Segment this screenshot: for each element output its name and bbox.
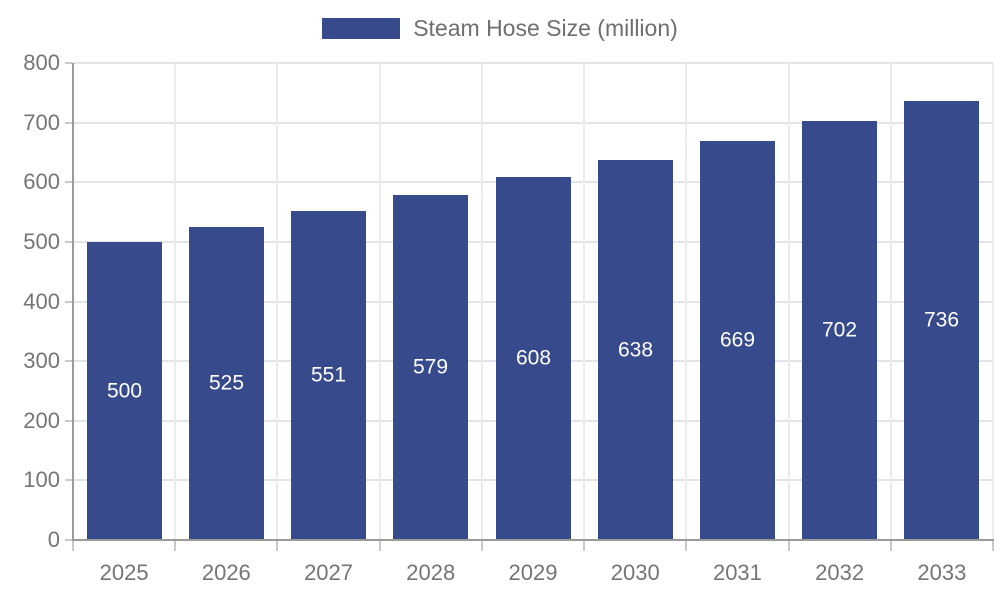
- bar-value-label-2028: 579: [412, 355, 449, 379]
- bar-value-label-2029: 608: [515, 346, 552, 370]
- bar-2032: 702: [802, 121, 877, 539]
- y-axis-tick: [65, 122, 72, 124]
- bar-2030: 638: [598, 160, 673, 539]
- x-axis-tick: [481, 540, 483, 551]
- legend-swatch-icon: [322, 18, 401, 39]
- x-axis-tick: [583, 540, 585, 551]
- bar-2028: 579: [393, 195, 468, 539]
- y-gridline: [73, 122, 993, 124]
- x-axis-tick: [992, 540, 994, 551]
- x-axis-tick-label: 2027: [304, 560, 354, 585]
- bar-value-label-2031: 669: [719, 328, 756, 352]
- x-axis-tick-label: 2029: [508, 560, 558, 585]
- legend-label: Steam Hose Size (million): [413, 15, 678, 41]
- x-axis-tick: [276, 540, 278, 551]
- x-axis-tick: [788, 540, 790, 551]
- bar-2026: 525: [189, 227, 264, 539]
- x-axis-tick-label: 2032: [815, 560, 865, 585]
- bar-2027: 551: [291, 211, 366, 539]
- x-axis-tick-label: 2026: [201, 560, 251, 585]
- bar-2025: 500: [87, 242, 162, 539]
- y-axis-tick: [65, 420, 72, 422]
- y-axis-tick: [65, 301, 72, 303]
- x-gridline: [174, 63, 176, 540]
- y-axis-tick: [65, 539, 72, 541]
- x-gridline: [481, 63, 483, 540]
- x-gridline: [890, 63, 892, 540]
- x-gridline: [685, 63, 687, 540]
- y-axis-tick-label: 200: [23, 408, 60, 433]
- y-axis-tick-label: 500: [23, 229, 60, 254]
- bar-value-label-2026: 525: [208, 371, 245, 395]
- x-gridline: [583, 63, 585, 540]
- chart-legend[interactable]: Steam Hose Size (million): [0, 17, 1000, 40]
- y-axis-tick: [65, 62, 72, 64]
- y-axis-line: [72, 63, 74, 540]
- x-axis-tick-label: 2028: [406, 560, 456, 585]
- bar-2029: 608: [496, 177, 571, 539]
- x-gridline: [992, 63, 994, 540]
- y-axis-tick-label: 800: [23, 50, 60, 75]
- bar-value-label-2030: 638: [617, 338, 654, 361]
- y-axis-tick-label: 400: [23, 289, 60, 314]
- y-axis-tick: [65, 360, 72, 362]
- x-gridline: [379, 63, 381, 540]
- x-axis-tick: [72, 540, 74, 551]
- x-axis-line: [72, 539, 994, 541]
- y-axis-tick-label: 300: [23, 348, 60, 373]
- x-axis-tick: [685, 540, 687, 551]
- x-axis-tick-label: 2033: [917, 560, 967, 585]
- y-axis-tick-label: 700: [23, 110, 60, 135]
- y-axis-tick: [65, 241, 72, 243]
- y-gridline: [73, 62, 993, 64]
- x-axis-tick: [379, 540, 381, 551]
- y-axis-tick-label: 0: [47, 527, 60, 552]
- x-axis-tick-label: 2025: [99, 560, 149, 585]
- y-axis-tick: [65, 479, 72, 481]
- bar-value-label-2027: 551: [310, 363, 347, 387]
- bar-value-label-2033: 736: [923, 308, 960, 332]
- bar-2031: 669: [700, 141, 775, 539]
- x-axis-tick-label: 2031: [712, 560, 762, 585]
- x-axis-tick-label: 2030: [610, 560, 660, 585]
- y-axis-tick: [65, 181, 72, 183]
- bar-value-label-2025: 500: [106, 379, 143, 402]
- x-gridline: [276, 63, 278, 540]
- y-axis-tick-label: 600: [23, 169, 60, 194]
- x-axis-tick: [174, 540, 176, 551]
- y-axis-tick-label: 100: [23, 467, 60, 492]
- x-gridline: [788, 63, 790, 540]
- bar-2033: 736: [904, 101, 979, 539]
- x-axis-tick: [890, 540, 892, 551]
- bar-value-label-2032: 702: [821, 318, 858, 342]
